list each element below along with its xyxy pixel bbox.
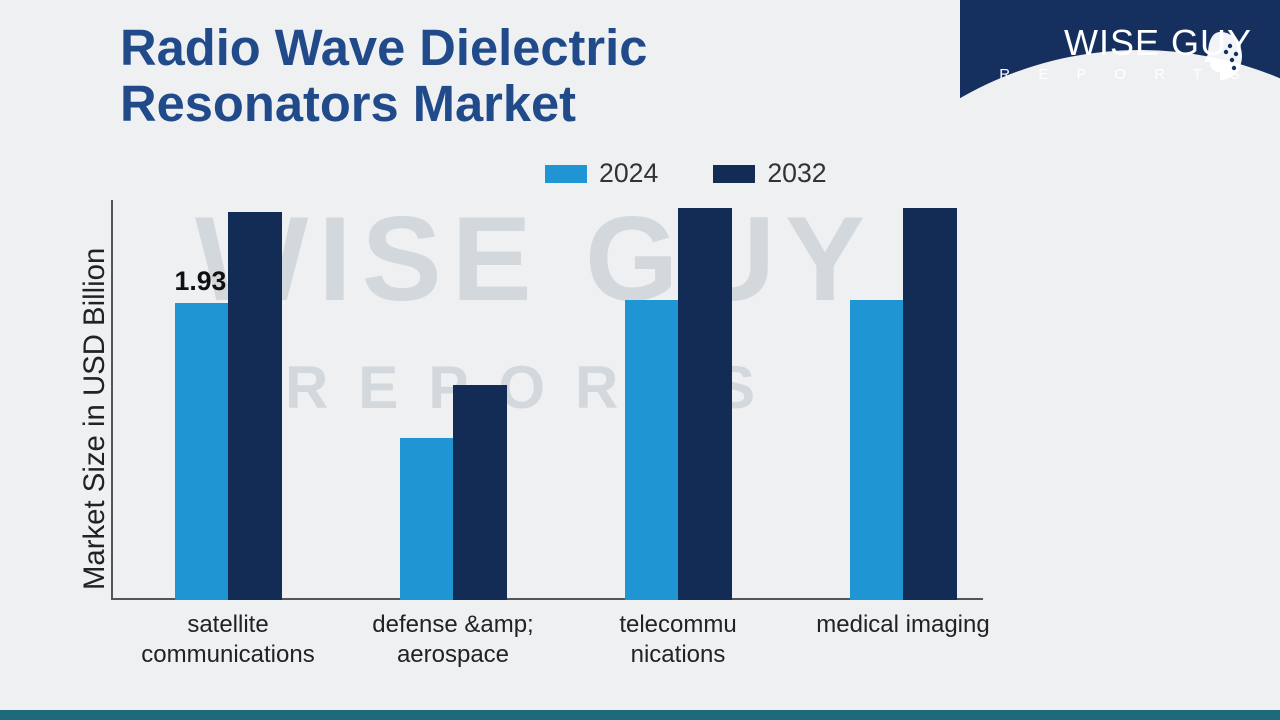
chart-legend: 2024 2032	[545, 158, 827, 189]
chart-title: Radio Wave Dielectric Resonators Market	[120, 20, 840, 131]
bar-value-label-sat: 1.93	[175, 266, 229, 297]
bottom-accent-strip	[0, 710, 1280, 720]
bar-group-sat: 1.93satellite communications	[175, 200, 282, 600]
bar-2024-def	[400, 438, 454, 600]
brand-logo: WISE GUY R E P O R T S	[982, 22, 1252, 94]
y-axis-label: Market Size in USD Billion	[78, 248, 112, 590]
bar-group-def: defense &amp; aerospace	[400, 200, 507, 600]
bar-group-tel: telecommunications	[625, 200, 732, 600]
legend-item-2032: 2032	[713, 158, 826, 189]
legend-label-2032: 2032	[767, 158, 826, 189]
chart-plot-area: 1.93satellite communications defense &amp…	[113, 200, 983, 600]
category-label-sat: satellite communications	[138, 610, 318, 670]
bar-2032-tel	[678, 208, 732, 600]
bar-2032-sat	[228, 212, 282, 600]
bar-2024-sat: 1.93	[175, 303, 229, 600]
category-label-def: defense &amp; aerospace	[363, 610, 543, 670]
bar-2032-def	[453, 385, 507, 600]
legend-swatch-2024	[545, 165, 587, 183]
legend-swatch-2032	[713, 165, 755, 183]
category-label-med: medical imaging	[813, 610, 993, 640]
bar-group-med: medical imaging	[850, 200, 957, 600]
brain-head-icon	[1190, 28, 1246, 84]
category-label-tel: telecommunications	[618, 610, 738, 670]
bar-2024-med	[850, 300, 904, 600]
legend-item-2024: 2024	[545, 158, 658, 189]
legend-label-2024: 2024	[599, 158, 658, 189]
bar-2032-med	[903, 208, 957, 600]
bar-2024-tel	[625, 300, 679, 600]
